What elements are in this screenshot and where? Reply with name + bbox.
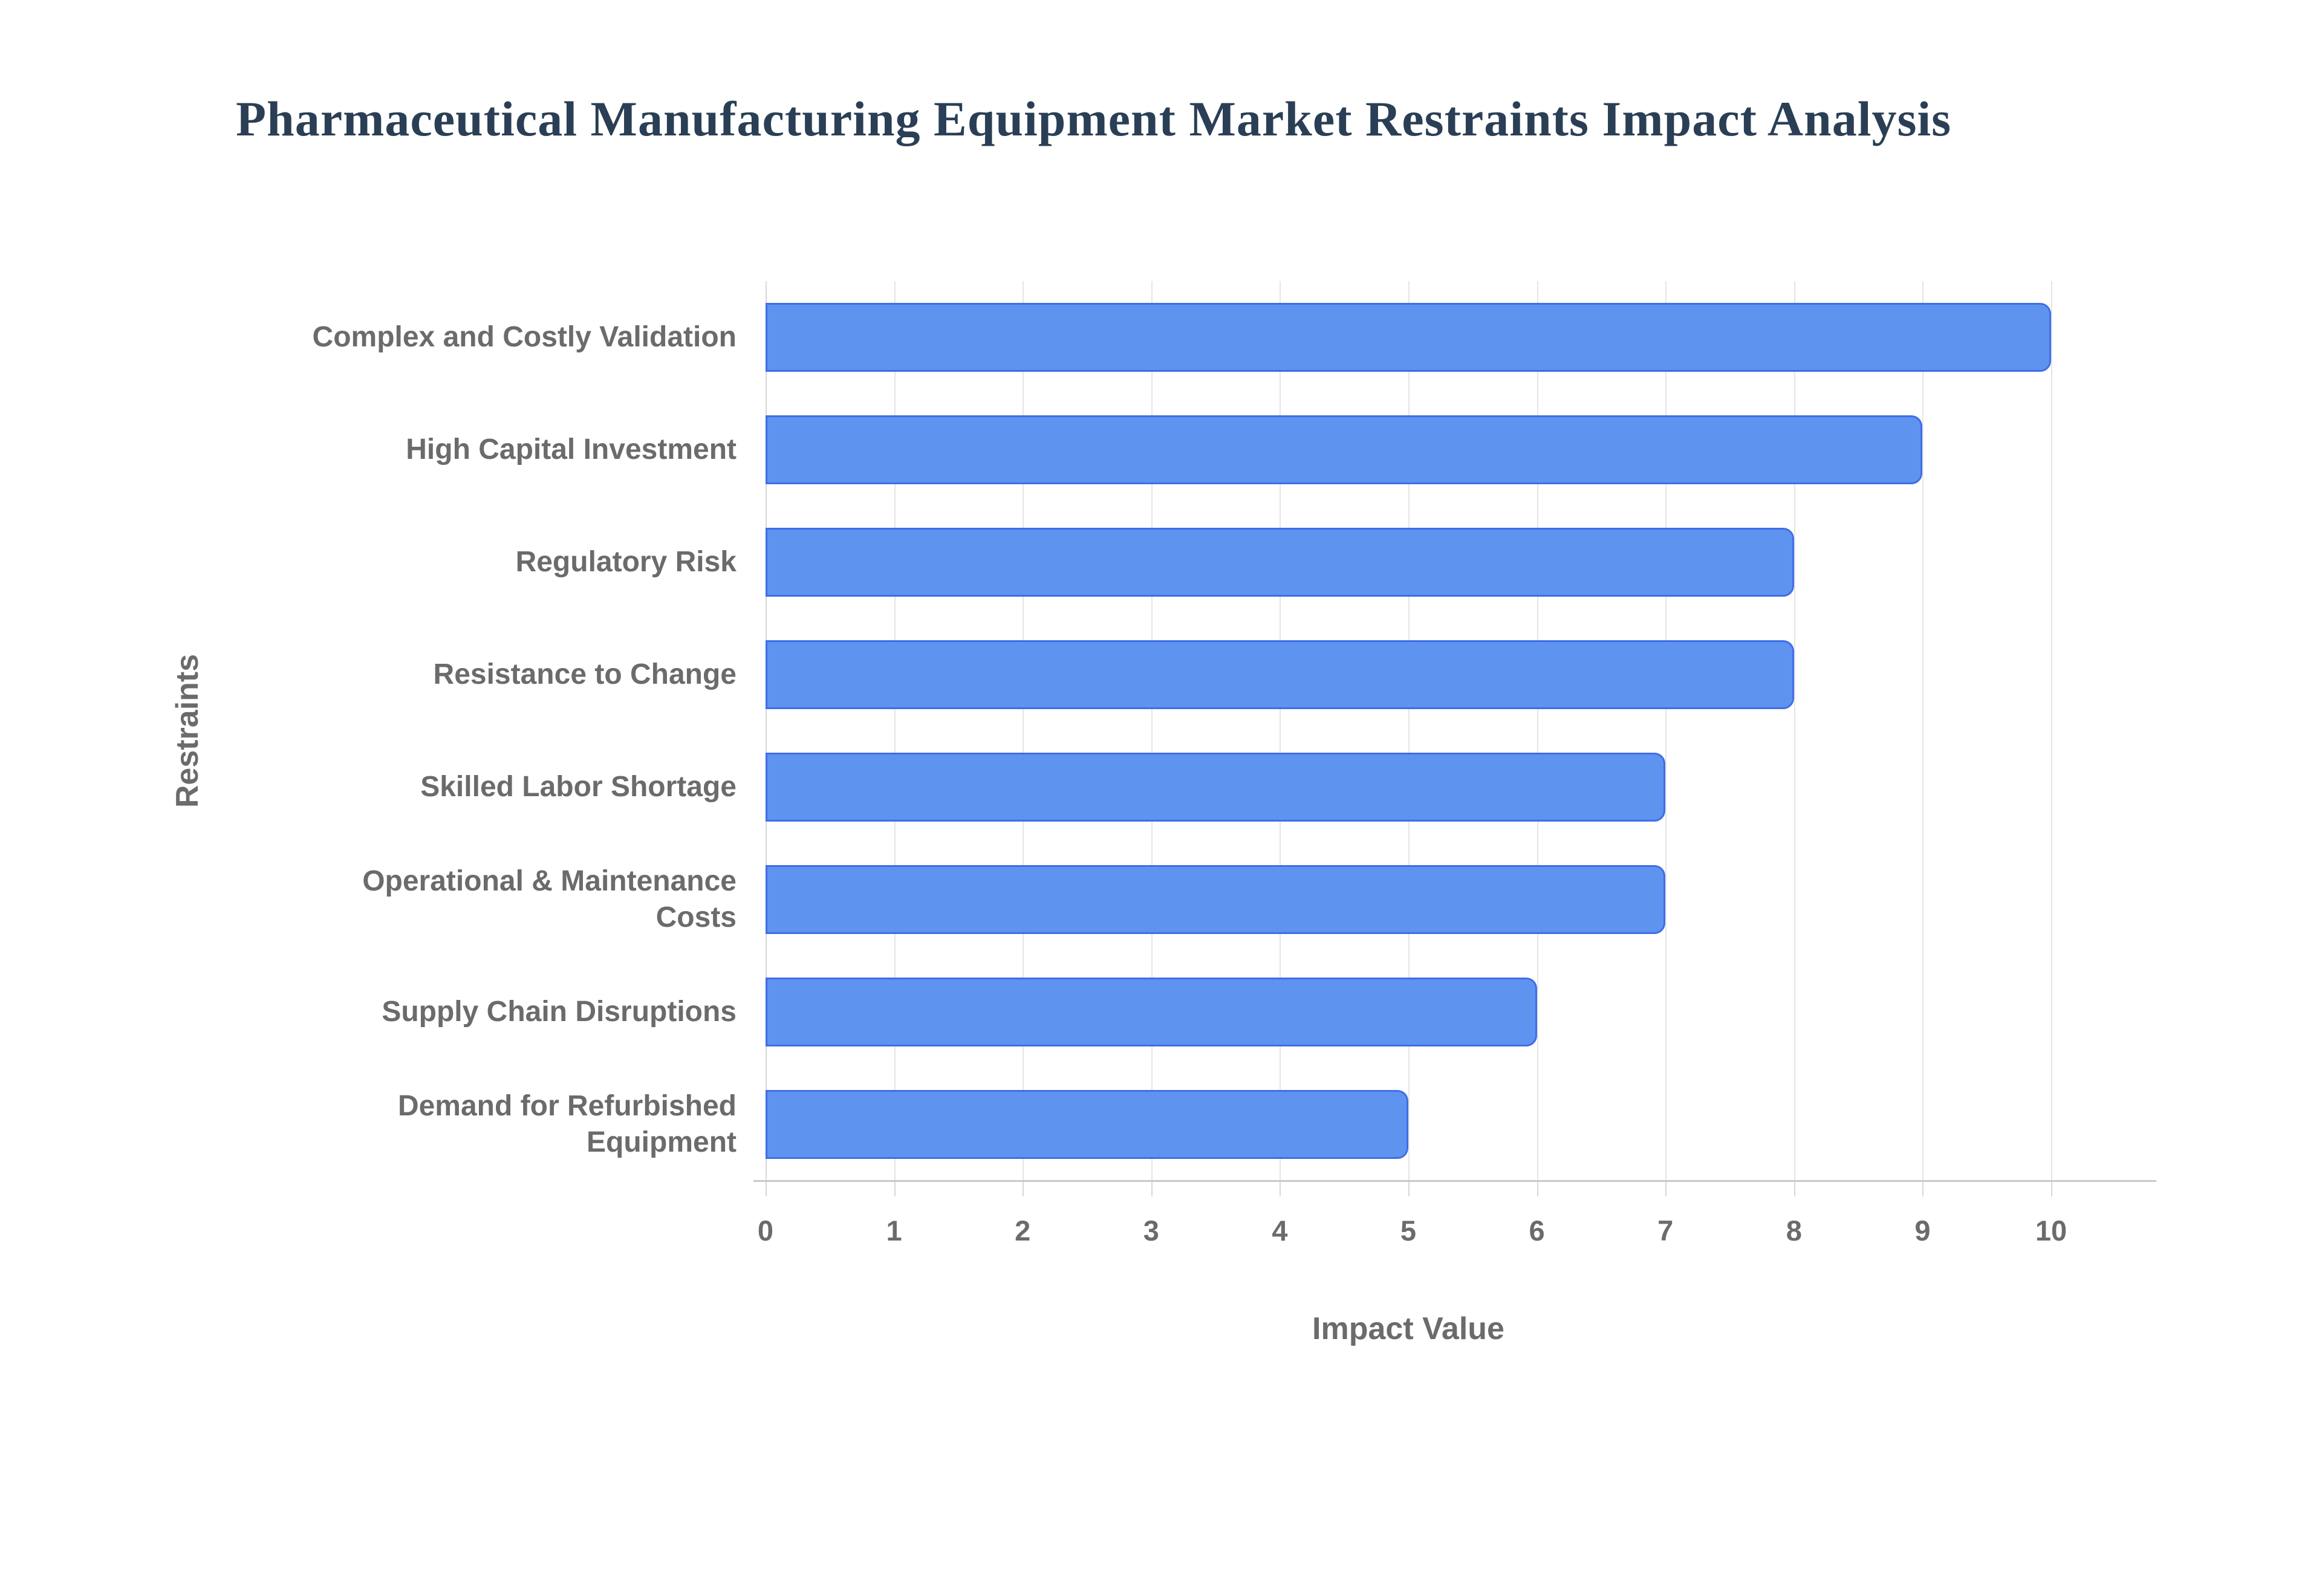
bar — [766, 415, 1923, 484]
x-tick-mark — [1151, 1181, 1153, 1196]
x-tick-label: 4 — [1272, 1215, 1288, 1247]
bar — [766, 978, 1537, 1046]
y-category-label: Demand for Refurbished Equipment — [397, 1090, 737, 1158]
x-tick-mark — [894, 1181, 896, 1196]
x-tick-label: 7 — [1657, 1215, 1674, 1247]
bar — [766, 753, 1666, 822]
x-axis-line — [753, 1180, 2156, 1182]
x-gridline — [1280, 281, 1281, 1181]
x-gridline — [894, 281, 896, 1181]
x-tick-label: 8 — [1786, 1215, 1802, 1247]
x-tick-mark — [1537, 1181, 1538, 1196]
x-tick-mark — [1280, 1181, 1281, 1196]
x-tick-mark — [1408, 1181, 1410, 1196]
x-tick-mark — [1922, 1181, 1924, 1196]
plot-area — [766, 281, 2153, 1196]
x-tick-mark — [2051, 1181, 2052, 1196]
x-gridline — [1408, 281, 1410, 1181]
x-tick-label: 1 — [886, 1215, 902, 1247]
x-gridline — [1665, 281, 1667, 1181]
y-category-label: Regulatory Risk — [515, 546, 737, 578]
bar — [766, 640, 1794, 709]
x-gridline — [1023, 281, 1024, 1181]
x-gridline — [1151, 281, 1153, 1181]
bar — [766, 865, 1666, 934]
y-category-label: Operational & Maintenance Costs — [362, 865, 737, 933]
y-category-label: Skilled Labor Shortage — [420, 771, 737, 803]
y-category-label: Resistance to Change — [433, 658, 737, 690]
y-axis-category-labels: Complex and Costly Validation High Capita… — [192, 281, 737, 1181]
bar — [766, 528, 1794, 597]
x-gridline — [1922, 281, 1924, 1181]
x-tick-label: 9 — [1914, 1215, 1931, 1247]
x-tick-label: 2 — [1015, 1215, 1031, 1247]
x-gridline — [1794, 281, 1795, 1181]
x-tick-mark — [1023, 1181, 1024, 1196]
y-category-label: Supply Chain Disruptions — [382, 996, 737, 1028]
x-axis-title: Impact Value — [1312, 1311, 1504, 1346]
chart-title: Pharmaceutical Manufacturing Equipment M… — [236, 91, 1952, 146]
x-tick-label: 6 — [1529, 1215, 1545, 1247]
x-tick-label: 5 — [1400, 1215, 1417, 1247]
x-axis-zeroline — [766, 281, 767, 1181]
x-gridline — [1537, 281, 1538, 1181]
x-tick-mark — [1794, 1181, 1795, 1196]
x-tick-label: 0 — [757, 1215, 774, 1247]
x-tick-label: 10 — [2035, 1215, 2067, 1247]
x-gridline — [2051, 281, 2052, 1181]
bar — [766, 303, 2051, 372]
y-category-label: High Capital Investment — [406, 433, 737, 465]
bar — [766, 1090, 1408, 1159]
x-tick-label: 3 — [1143, 1215, 1159, 1247]
y-category-label: Complex and Costly Validation — [312, 321, 737, 353]
x-tick-mark — [1665, 1181, 1667, 1196]
x-tick-mark — [766, 1181, 767, 1196]
